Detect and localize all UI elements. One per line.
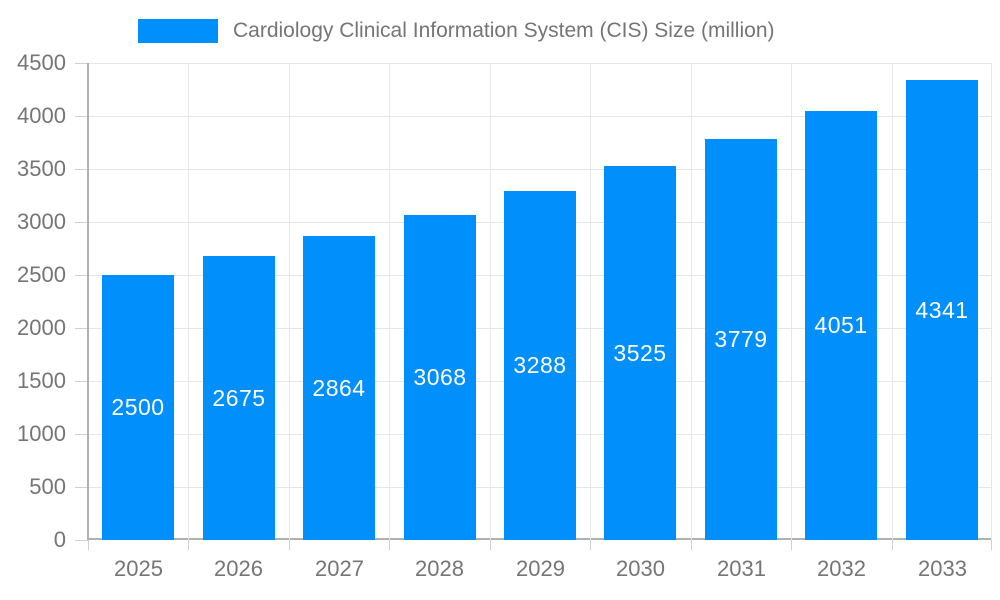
legend-swatch [138,19,218,43]
bar-value-label: 2500 [111,394,165,420]
y-axis-tick [75,540,88,541]
bar-value-label: 3525 [613,339,667,366]
y-axis-label: 0 [53,527,66,552]
gridline-vertical [892,63,893,540]
bar[interactable]: 3068 [404,215,476,540]
x-axis-label: 2028 [415,556,464,581]
y-axis-label: 2000 [17,315,66,340]
gridline-vertical [991,63,992,540]
bar[interactable]: 4051 [805,111,877,540]
plot-area: 2500 2675 2864 3068 3288 3525 3779 4051 4341 [75,63,992,550]
x-axis-label: 2033 [918,556,967,581]
y-axis-label: 4500 [17,50,66,75]
x-axis-tick [691,540,692,550]
y-axis-label: 1500 [17,368,66,393]
y-axis-tick [75,169,88,170]
y-axis-label: 3000 [17,209,66,234]
x-axis-label: 2030 [616,556,665,581]
x-axis-label: 2031 [717,556,766,581]
bar[interactable]: 3288 [504,191,576,540]
x-axis-tick [289,540,290,550]
x-axis-tick [590,540,591,550]
x-axis-label: 2032 [817,556,866,581]
gridline-vertical [791,63,792,540]
x-axis-tick [88,540,89,550]
bar[interactable]: 2500 [102,275,174,540]
x-axis-label: 2029 [516,556,565,581]
bar[interactable]: 3525 [604,166,676,540]
legend-label: Cardiology Clinical Information System (… [233,19,775,42]
bar-value-label: 3288 [513,352,567,378]
bar-value-label: 3779 [714,326,768,352]
legend-item[interactable]: Cardiology Clinical Information System (… [138,17,775,45]
x-axis-label: 2027 [315,556,364,581]
y-axis-label: 3500 [17,156,66,181]
y-axis-tick [75,63,88,64]
y-axis-tick [75,116,88,117]
bar-value-label: 2864 [312,374,366,401]
x-axis-label: 2025 [114,556,163,581]
gridline-vertical [691,63,692,540]
y-axis-line [87,63,89,540]
bar-value-label: 4341 [915,296,969,323]
x-axis-tick [991,540,992,550]
y-axis-tick [75,381,88,382]
y-axis-tick [75,275,88,276]
gridline-vertical [590,63,591,540]
gridline-vertical [389,63,390,540]
bar-value-label: 2675 [212,384,266,411]
x-axis-tick [791,540,792,550]
gridline-vertical [289,63,290,540]
gridline-horizontal [88,116,992,117]
bar[interactable]: 4341 [906,80,978,540]
y-axis-label: 2500 [17,262,66,287]
bar-value-label: 4051 [814,312,868,338]
gridline-horizontal [88,63,992,64]
x-axis-tick [188,540,189,550]
bar[interactable]: 2864 [303,236,375,540]
x-axis-tick [490,540,491,550]
x-axis-label: 2026 [214,556,263,581]
y-axis-label: 500 [29,474,66,499]
gridline-vertical [490,63,491,540]
x-axis-tick [389,540,390,550]
x-axis-tick [892,540,893,550]
bar-value-label: 3068 [413,364,467,390]
bar[interactable]: 2675 [203,256,275,540]
y-axis-tick [75,222,88,223]
y-axis-tick [75,434,88,435]
gridline-vertical [188,63,189,540]
bar[interactable]: 3779 [705,139,777,540]
gridline-horizontal [88,169,992,170]
y-axis-tick [75,487,88,488]
y-axis-tick [75,328,88,329]
y-axis-label: 1000 [17,421,66,446]
y-axis-label: 4000 [17,103,66,128]
